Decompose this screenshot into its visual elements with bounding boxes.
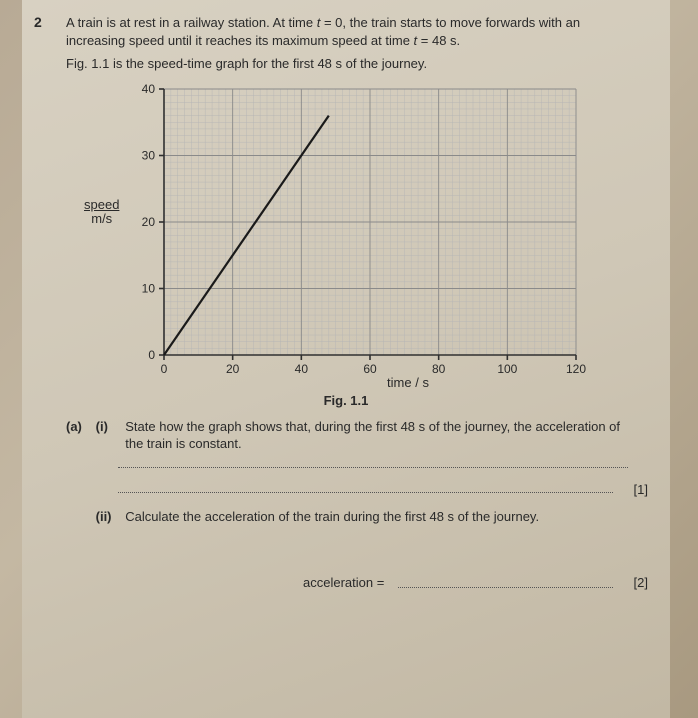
svg-text:60: 60 (363, 362, 377, 376)
answer-line (118, 492, 613, 493)
figure-wrap: 0 20 40 60 80 100 120 0 10 20 30 40 time / s (116, 79, 634, 389)
intro-line-1: A train is at rest in a railway station.… (66, 14, 634, 49)
part-a-i-text: State how the graph shows that, during t… (125, 418, 625, 453)
answer-row-a-ii: acceleration = [2] (118, 575, 648, 591)
speed-time-graph: 0 20 40 60 80 100 120 0 10 20 30 40 time / s (116, 79, 586, 389)
marks-a-i: [1] (634, 482, 648, 497)
figure-caption: Fig. 1.1 (58, 393, 634, 408)
svg-text:30: 30 (142, 148, 156, 162)
ylabel-bot: m/s (91, 211, 112, 226)
part-a-ii-label: (ii) (96, 508, 122, 526)
question-number: 2 (34, 14, 42, 30)
svg-text:0: 0 (148, 348, 155, 362)
exam-page: 2 A train is at rest in a railway statio… (22, 0, 670, 718)
part-a-label: (a) (66, 418, 92, 436)
y-axis-label: speed m/s (84, 198, 119, 227)
ylabel-top: speed (84, 197, 119, 212)
svg-text:40: 40 (142, 82, 156, 96)
question-intro: A train is at rest in a railway station.… (66, 14, 634, 73)
svg-text:100: 100 (497, 362, 517, 376)
part-a-ii-text: Calculate the acceleration of the train … (125, 508, 625, 526)
svg-text:0: 0 (161, 362, 168, 376)
svg-text:10: 10 (142, 281, 156, 295)
mark-row-a-i: [1] (118, 482, 648, 496)
answer-line (118, 467, 628, 468)
part-a-i-label: (i) (96, 418, 122, 436)
svg-text:80: 80 (432, 362, 446, 376)
part-a-ii: (ii) Calculate the acceleration of the t… (66, 508, 634, 526)
intro-line-2: Fig. 1.1 is the speed-time graph for the… (66, 55, 634, 73)
answer-line (398, 587, 613, 588)
marks-a-ii: [2] (634, 575, 648, 590)
svg-text:20: 20 (142, 215, 156, 229)
svg-text:time / s: time / s (387, 375, 429, 389)
svg-text:120: 120 (566, 362, 586, 376)
answer-label: acceleration = (303, 575, 384, 590)
svg-text:20: 20 (226, 362, 240, 376)
svg-text:40: 40 (295, 362, 309, 376)
part-a-i: (a) (i) State how the graph shows that, … (66, 418, 634, 453)
